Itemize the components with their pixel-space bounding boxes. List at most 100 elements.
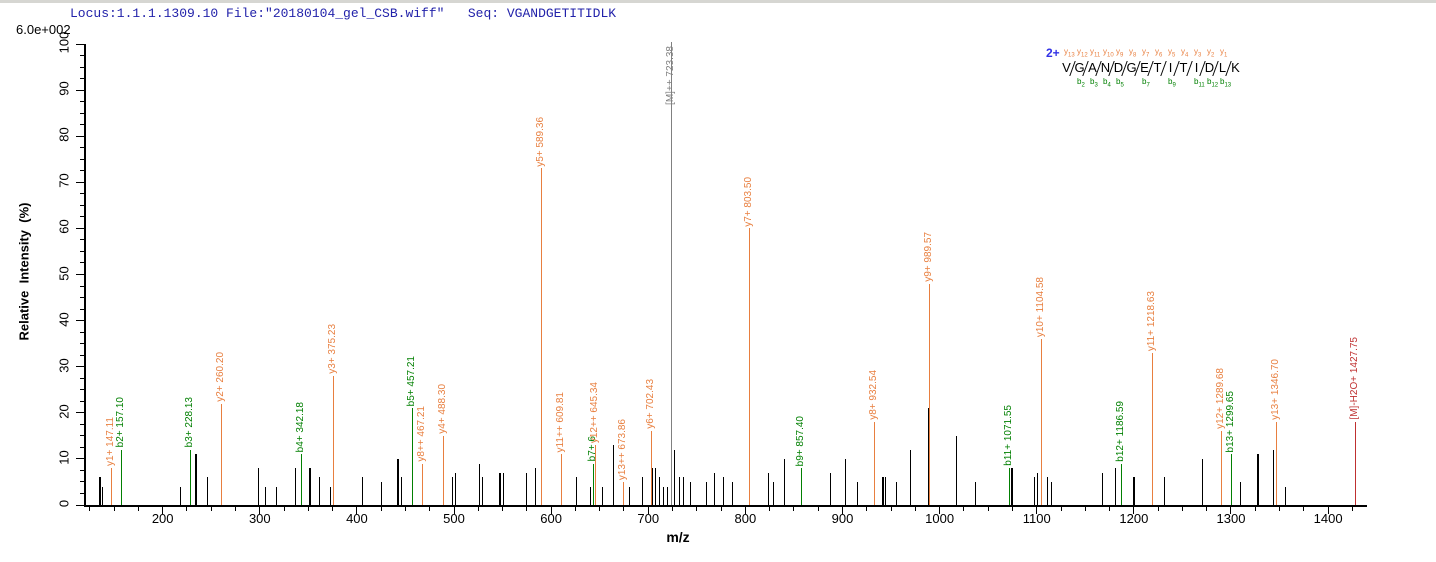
peak [180, 486, 182, 505]
peak [361, 477, 363, 505]
peak [1011, 468, 1014, 505]
y-axis-tick-label: 80 [56, 127, 72, 142]
x-axis-minor-tick [987, 507, 989, 511]
ion-label: [M]-H2O+ 1427.75 [1349, 337, 1361, 421]
y-axis-minor-tick [80, 55, 85, 57]
x-axis-major-tick [550, 507, 552, 514]
ion-peak [1355, 422, 1357, 505]
y-axis-minor-tick [80, 435, 85, 437]
peak [1285, 486, 1287, 505]
y-axis-minor-tick [80, 492, 85, 494]
x-axis-minor-tick [574, 507, 576, 511]
residue-letter: D [1204, 60, 1215, 75]
ion-label: b3+ 228.13 [184, 397, 195, 448]
residue-letter: T [1153, 60, 1162, 75]
ion-label: y11++ 609.81 [554, 391, 566, 453]
ion-peak [929, 283, 931, 505]
ion-peak [540, 168, 542, 505]
ion-peak [622, 481, 624, 505]
residue-letter: D [1113, 60, 1124, 75]
x-axis-minor-tick [623, 507, 625, 511]
y-axis-minor-tick [80, 423, 85, 425]
y-axis-minor-tick [80, 377, 85, 379]
y-ion-ladder-label: y7 [1142, 47, 1150, 59]
peak [772, 481, 774, 505]
y-axis-minor-tick [80, 66, 85, 68]
y-axis-minor-tick [80, 193, 85, 195]
y-axis-major-tick [76, 504, 85, 506]
y-axis-minor-tick [80, 158, 85, 160]
ion-peak [592, 463, 594, 505]
y-ion-ladder-label: y6 [1155, 47, 1163, 59]
intensity-scale-label: 6.0e+002 [16, 22, 71, 37]
y-axis-minor-tick [80, 400, 85, 402]
peak [498, 472, 501, 505]
x-axis-tick-label: 1400 [1313, 511, 1343, 526]
peak [613, 445, 615, 505]
peak [1272, 449, 1274, 505]
x-axis-minor-tick [1181, 507, 1183, 511]
x-axis-minor-tick [380, 507, 382, 511]
peak [194, 454, 197, 505]
x-axis-tick-label: 300 [248, 511, 271, 526]
peak [452, 477, 454, 505]
y-axis-tick-label: 40 [56, 311, 72, 327]
ion-peak [595, 445, 597, 505]
peak [264, 486, 266, 505]
x-axis-tick-label: 1000 [925, 511, 955, 526]
y-axis-minor-tick [80, 389, 85, 391]
ion-label: b12+ 1186.59 [1114, 400, 1126, 462]
ion-peak [1151, 352, 1153, 505]
y-axis-minor-tick [80, 481, 85, 483]
spectrum-header-text: Locus:1.1.1.1309.10 File:"20180104_gel_C… [70, 6, 617, 21]
y-axis-minor-tick [80, 343, 85, 345]
ion-label: y12++ 645.34 [589, 381, 601, 444]
peak [502, 472, 504, 505]
x-axis-minor-tick [137, 507, 139, 511]
b-ion-ladder-label: b11 [1194, 77, 1205, 89]
b-ion-ladder-label: b3 [1090, 77, 1098, 89]
b-ion-ladder-label: b13 [1220, 77, 1232, 89]
peak [1036, 472, 1038, 505]
peak [98, 477, 101, 505]
ion-label: y7+ 803.50 [742, 176, 754, 227]
b-ion-ladder-label: b2 [1077, 77, 1085, 89]
x-axis-major-tick [259, 507, 261, 514]
y-axis-minor-tick [80, 285, 85, 287]
x-axis-major-tick [453, 507, 455, 514]
x-axis-minor-tick [1279, 507, 1281, 511]
y-axis-minor-tick [80, 354, 85, 356]
peak [276, 486, 278, 505]
x-axis-tick-label: 1200 [1119, 511, 1149, 526]
y-axis-tick-label: 60 [56, 219, 72, 235]
x-axis-minor-tick [404, 507, 406, 511]
y-ion-ladder-label: y8 [1129, 47, 1137, 59]
residue-letter: E [1140, 60, 1149, 75]
peak [927, 408, 930, 505]
x-axis-minor-tick [599, 507, 601, 511]
x-axis-minor-tick [235, 507, 237, 511]
peak [679, 477, 681, 505]
y-ion-ladder-label: y10 [1103, 47, 1114, 59]
peak [767, 472, 769, 505]
peak [1033, 477, 1035, 505]
residue-letter: I [1194, 60, 1199, 75]
y-axis-minor-tick [80, 331, 85, 333]
peak [845, 458, 847, 505]
x-axis-major-tick [1133, 507, 1135, 514]
peak [590, 486, 591, 505]
y-axis-minor-tick [80, 308, 85, 310]
y-axis-tick-label: 70 [56, 173, 72, 189]
ion-peak [748, 228, 750, 505]
ion-label: b4+ 342.18 [294, 401, 306, 453]
y-ion-ladder-label: y12 [1077, 47, 1088, 59]
peak [601, 486, 603, 505]
residue-letter: V [1062, 60, 1071, 75]
x-axis-major-tick [647, 507, 649, 514]
